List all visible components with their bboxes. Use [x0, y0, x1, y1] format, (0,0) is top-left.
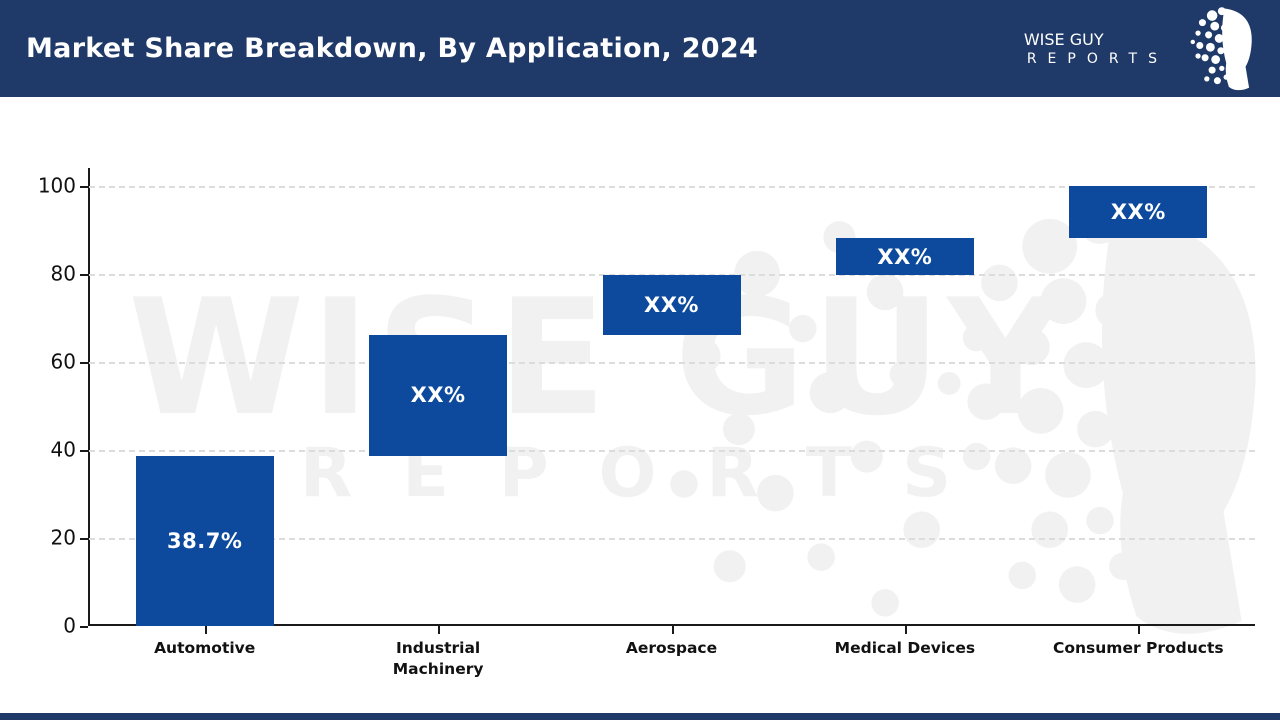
header: Market Share Breakdown, By Application, … [0, 0, 1280, 97]
y-tick-label: 40 [50, 437, 76, 462]
y-tick [80, 450, 88, 452]
logo-line1: WISE GUY [1023, 29, 1104, 49]
bar-value-label: XX% [1110, 199, 1166, 224]
y-tick-label: 60 [50, 349, 76, 374]
gridline [89, 450, 1255, 452]
gridline [89, 538, 1255, 540]
x-tick-label: Automotive [154, 639, 256, 657]
gridline [89, 274, 1255, 276]
x-tick [1138, 626, 1141, 634]
bar: XX% [1069, 186, 1208, 238]
gridline [89, 186, 1255, 188]
x-tick [204, 626, 207, 634]
plot-area [88, 168, 1255, 626]
bar-value-label: XX% [877, 244, 933, 269]
y-tick-label: 0 [63, 613, 76, 638]
y-tick [80, 274, 88, 276]
y-tick-label: 100 [37, 173, 76, 198]
x-tick-label: Consumer Products [1052, 639, 1224, 657]
y-tick-label: 20 [50, 525, 76, 550]
x-tick-label: Aerospace [625, 639, 718, 657]
bar-value-label: XX% [644, 293, 699, 317]
logo-line2: REPORTS [1026, 50, 1168, 67]
bar: 38.7% [135, 455, 274, 626]
watermark-wordmark: WISE GUY [128, 264, 1070, 451]
x-tick-label: Medical Devices [834, 639, 976, 657]
footer-bar [0, 713, 1280, 720]
y-tick [80, 538, 88, 540]
bar: XX% [835, 237, 974, 276]
page-title: Market Share Breakdown, By Application, … [26, 33, 759, 64]
bar: XX% [369, 334, 508, 456]
logo-wordmark: WISE GUY REPORTS [1023, 29, 1168, 67]
bar-value-label: 38.7% [167, 528, 243, 553]
wiseguy-logo: WISE GUY REPORTS [1024, 5, 1254, 93]
gridline [89, 362, 1255, 364]
y-tick-label: 80 [50, 261, 76, 286]
watermark-head-icon [670, 202, 1256, 634]
x-tick-label: Industrial Machinery [392, 639, 484, 678]
bar-value-label: XX% [410, 383, 466, 408]
logo-head-icon [1190, 6, 1252, 90]
x-tick [438, 626, 441, 634]
x-tick [904, 626, 907, 634]
bar: XX% [602, 275, 741, 335]
x-tick [671, 626, 674, 634]
y-tick [80, 186, 88, 188]
y-tick [80, 362, 88, 364]
y-tick [80, 626, 88, 628]
